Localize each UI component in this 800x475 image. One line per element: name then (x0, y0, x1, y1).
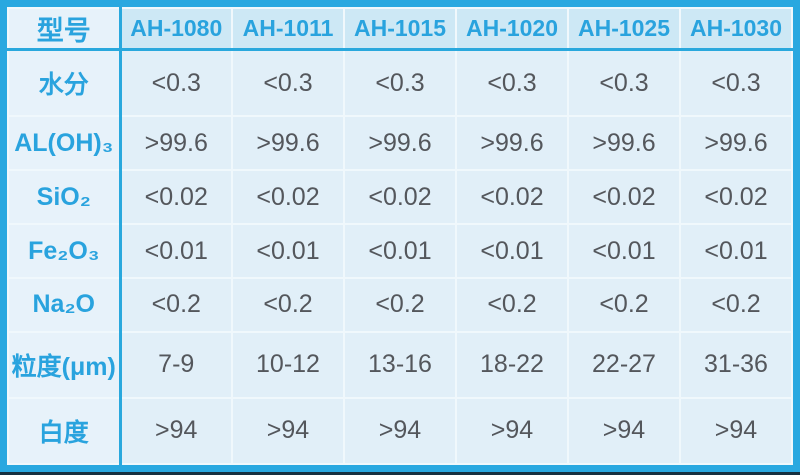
value-cell: <0.01 (231, 223, 345, 280)
row-label: AL(OH)₃ (7, 115, 122, 172)
value-cell: >99.6 (679, 115, 793, 172)
value-cell: >94 (119, 396, 233, 466)
value-cell: <0.01 (455, 223, 569, 280)
value-cell: >99.6 (343, 115, 457, 172)
value-cell: 13-16 (343, 330, 457, 399)
value-cell: 31-36 (679, 330, 793, 399)
row-label: 水分 (7, 48, 122, 118)
value-cell: >99.6 (567, 115, 681, 172)
value-cell: <0.02 (679, 169, 793, 226)
value-cell: 22-27 (567, 330, 681, 399)
value-cell: 10-12 (231, 330, 345, 399)
model-header: AH-1015 (343, 7, 457, 51)
value-cell: <0.02 (455, 169, 569, 226)
value-cell: <0.01 (567, 223, 681, 280)
table-row: 水分 <0.3 <0.3 <0.3 <0.3 <0.3 <0.3 (7, 48, 793, 118)
spec-table: 型号 AH-1080 AH-1011 AH-1015 AH-1020 AH-1025 AH-… (7, 7, 793, 466)
table-header: 型号 AH-1080 AH-1011 AH-1015 AH-1020 AH-1025 AH-… (7, 7, 793, 51)
value-cell: <0.3 (679, 48, 793, 118)
value-cell: <0.01 (679, 223, 793, 280)
value-cell: 18-22 (455, 330, 569, 399)
model-header: AH-1020 (455, 7, 569, 51)
value-cell: >94 (231, 396, 345, 466)
row-label: 白度 (7, 396, 122, 466)
value-cell: >99.6 (231, 115, 345, 172)
value-cell: >94 (343, 396, 457, 466)
model-header: AH-1080 (119, 7, 233, 51)
row-label: Fe₂O₃ (7, 223, 122, 280)
row-label: SiO₂ (7, 169, 122, 226)
table-row: 白度 >94 >94 >94 >94 >94 >94 (7, 396, 793, 466)
value-cell: <0.2 (567, 277, 681, 333)
value-cell: >94 (679, 396, 793, 466)
value-cell: <0.02 (231, 169, 345, 226)
value-cell: <0.01 (343, 223, 457, 280)
table-body: 水分 <0.3 <0.3 <0.3 <0.3 <0.3 <0.3 AL(OH)₃ >99.6 >9… (7, 48, 793, 466)
value-cell: <0.02 (567, 169, 681, 226)
table-row: 粒度(μm) 7-9 10-12 13-16 18-22 22-27 31-36 (7, 330, 793, 399)
value-cell: >99.6 (119, 115, 233, 172)
value-cell: <0.2 (455, 277, 569, 333)
value-cell: <0.2 (119, 277, 233, 333)
value-cell: <0.2 (231, 277, 345, 333)
value-cell: <0.3 (567, 48, 681, 118)
value-cell: 7-9 (119, 330, 233, 399)
table-row: Fe₂O₃ <0.01 <0.01 <0.01 <0.01 <0.01 <0.01 (7, 223, 793, 280)
value-cell: <0.02 (119, 169, 233, 226)
value-cell: <0.3 (343, 48, 457, 118)
value-cell: <0.3 (119, 48, 233, 118)
row-label: Na₂O (7, 277, 122, 333)
model-header: AH-1011 (231, 7, 345, 51)
value-cell: >94 (567, 396, 681, 466)
value-cell: >99.6 (455, 115, 569, 172)
value-cell: <0.3 (455, 48, 569, 118)
value-cell: >94 (455, 396, 569, 466)
corner-header-model-label: 型号 (7, 7, 122, 51)
value-cell: <0.01 (119, 223, 233, 280)
value-cell: <0.3 (231, 48, 345, 118)
value-cell: <0.2 (679, 277, 793, 333)
row-label: 粒度(μm) (7, 330, 122, 399)
value-cell: <0.2 (343, 277, 457, 333)
model-header: AH-1025 (567, 7, 681, 51)
table-row: SiO₂ <0.02 <0.02 <0.02 <0.02 <0.02 <0.02 (7, 169, 793, 226)
model-header: AH-1030 (679, 7, 793, 51)
table-row: Na₂O <0.2 <0.2 <0.2 <0.2 <0.2 <0.2 (7, 277, 793, 333)
value-cell: <0.02 (343, 169, 457, 226)
table-row: AL(OH)₃ >99.6 >99.6 >99.6 >99.6 >99.6 >99.6 (7, 115, 793, 172)
header-row: 型号 AH-1080 AH-1011 AH-1015 AH-1020 AH-1025 AH-… (7, 7, 793, 51)
